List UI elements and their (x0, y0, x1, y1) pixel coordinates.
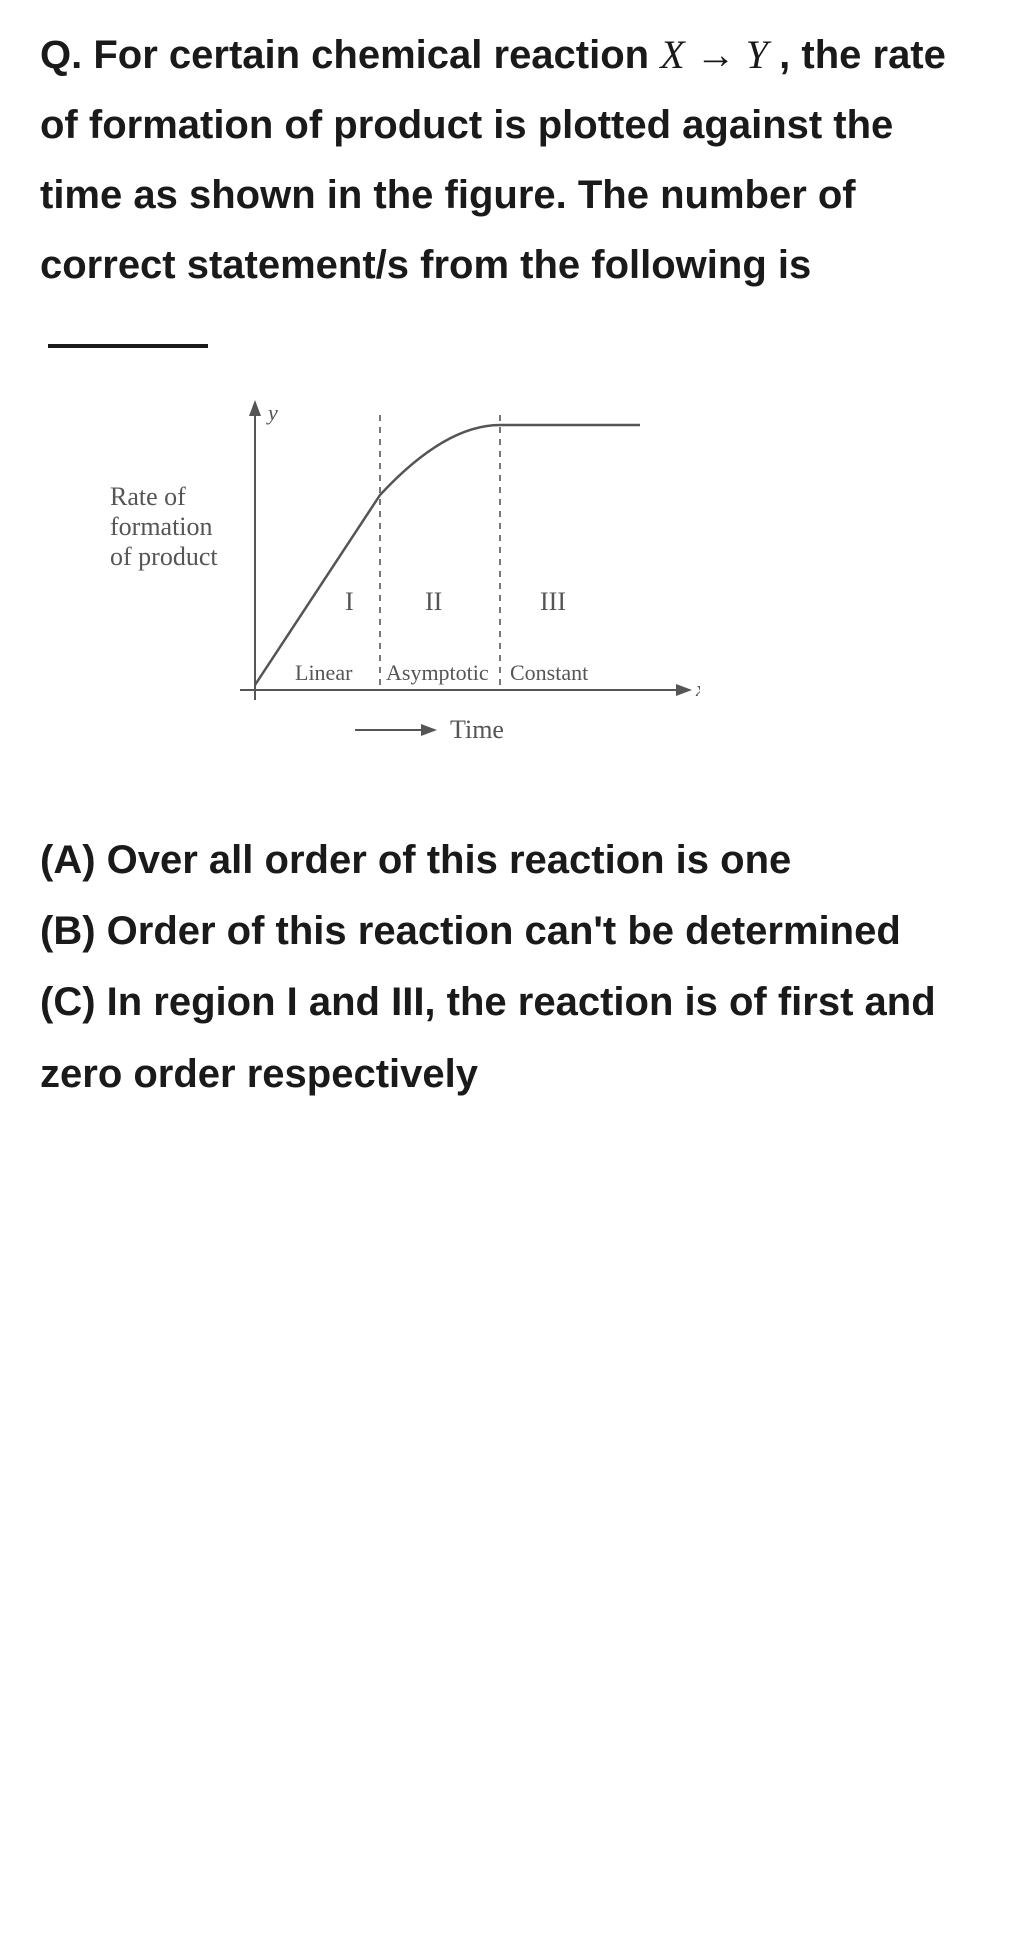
option-b: (B) Order of this reaction can't be dete… (40, 896, 984, 967)
region-1-label: I (345, 587, 354, 616)
question-prefix: Q. For certain chemical reaction (40, 33, 660, 77)
region-3-label: III (540, 587, 566, 616)
y-axis-label-line2: formation (110, 512, 213, 541)
math-arrow: → (696, 32, 746, 77)
region-3-desc: Constant (510, 660, 588, 685)
option-c: (C) In region I and III, the reaction is… (40, 967, 984, 1109)
y-tick-label: y (266, 400, 278, 425)
option-a: (A) Over all order of this reaction is o… (40, 825, 984, 896)
y-axis-label-line1: Rate of (110, 482, 186, 511)
question-text: Q. For certain chemical reaction X → Y ,… (40, 20, 984, 370)
rate-time-chart: Rate of formation of product y x I II II… (100, 400, 984, 765)
y-axis-arrowhead (249, 400, 261, 416)
rate-curve (255, 425, 640, 685)
math-rhs: Y (746, 32, 768, 77)
chart-svg: Rate of formation of product y x I II II… (100, 400, 700, 760)
x-axis-bottom-label-group: Time (355, 715, 504, 744)
y-axis-label-line3: of product (110, 542, 218, 571)
x-axis-label: Time (450, 715, 504, 744)
region-2-label: II (425, 587, 442, 616)
x-axis-arrowhead (676, 684, 692, 696)
axes: y x (240, 400, 700, 701)
region-2-desc: Asymptotic (386, 660, 489, 685)
answer-blank (48, 344, 208, 348)
math-lhs: X (660, 32, 684, 77)
x-tick-label: x (695, 676, 700, 701)
time-arrowhead (421, 724, 437, 736)
region-1-desc: Linear (295, 660, 353, 685)
